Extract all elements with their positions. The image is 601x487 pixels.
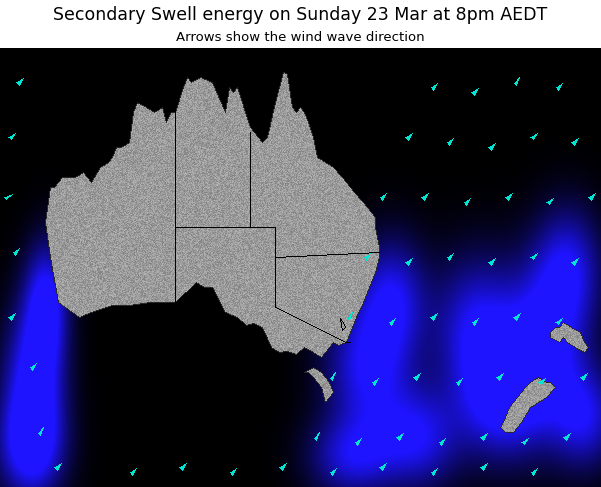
Text: Arrows show the wind wave direction: Arrows show the wind wave direction [176, 31, 425, 44]
Text: Secondary Swell energy on Sunday 23 Mar at 8pm AEDT: Secondary Swell energy on Sunday 23 Mar … [53, 6, 548, 24]
